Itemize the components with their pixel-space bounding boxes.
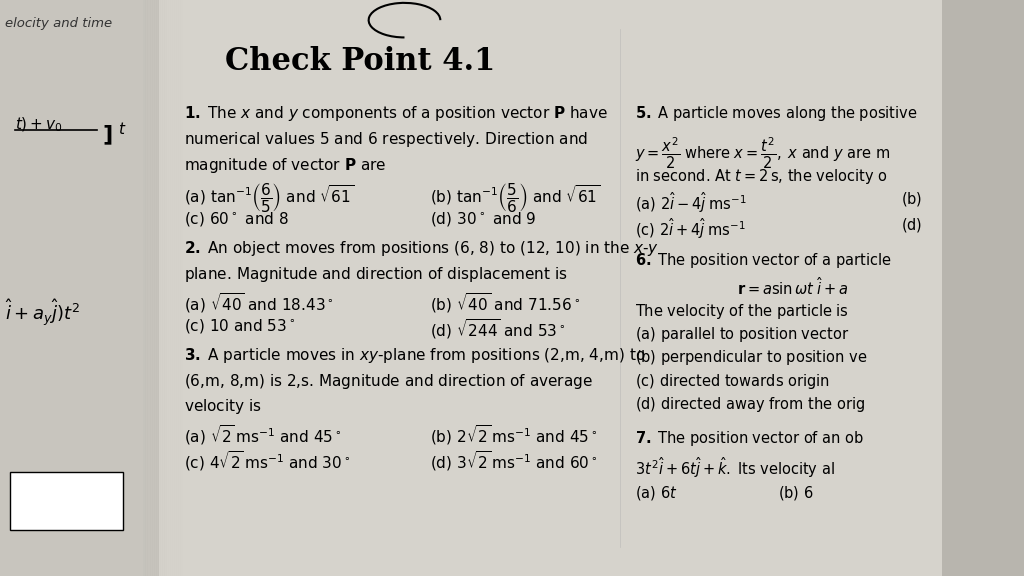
Text: $\text{(a) }\sqrt{40}\text{ and }18.43^\circ$: $\text{(a) }\sqrt{40}\text{ and }18.43^\…	[184, 291, 334, 315]
Text: $\text{(d) }30^\circ\text{ and }9$: $\text{(d) }30^\circ\text{ and }9$	[430, 210, 537, 228]
Text: $\text{(c) }2\hat{i} + 4\hat{j}\;\text{ms}^{-1}$: $\text{(c) }2\hat{i} + 4\hat{j}\;\text{m…	[635, 216, 745, 241]
Text: elocity and time: elocity and time	[5, 17, 113, 31]
Text: $\text{velocity is}$: $\text{velocity is}$	[184, 397, 262, 416]
Text: $\mathbf{r} = a\sin\omega t\;\hat{i} + a$: $\mathbf{r} = a\sin\omega t\;\hat{i} + a…	[737, 276, 849, 298]
Text: $\text{(b) perpendicular to position ve}$: $\text{(b) perpendicular to position ve}…	[635, 348, 867, 367]
Text: $\text{plane. Magnitude and direction of displacement is}$: $\text{plane. Magnitude and direction of…	[184, 265, 568, 284]
Text: $\text{(d) }\sqrt{244}\text{ and }53^\circ$: $\text{(d) }\sqrt{244}\text{ and }53^\ci…	[430, 317, 566, 341]
Text: $\text{(b) }\tan^{-1}\!\left(\dfrac{5}{6}\right)\text{ and }\sqrt{61}$: $\text{(b) }\tan^{-1}\!\left(\dfrac{5}{6…	[430, 181, 600, 214]
Text: $\text{(c) }4\sqrt{2}\,\text{ms}^{-1}\text{ and }30^\circ$: $\text{(c) }4\sqrt{2}\,\text{ms}^{-1}\te…	[184, 449, 350, 473]
Text: $\hat{i} + a_y\hat{j})t^2$: $\hat{i} + a_y\hat{j})t^2$	[5, 297, 80, 328]
Text: $\mathbf{1.}\;\text{The }x\text{ and }y\text{ components of a position vector }\: $\mathbf{1.}\;\text{The }x\text{ and }y\…	[184, 104, 608, 123]
Text: $\text{(c) directed towards origin}$: $\text{(c) directed towards origin}$	[635, 372, 829, 391]
Text: $y = \dfrac{x^2}{2}\;\text{where }x = \dfrac{t^2}{2},\;x\text{ and }y\text{ are : $y = \dfrac{x^2}{2}\;\text{where }x = \d…	[635, 135, 890, 170]
FancyBboxPatch shape	[942, 0, 1024, 576]
Text: $\mathbf{2.}\;\text{An object moves from positions (6, 8) to (12, 10) in the }x\: $\mathbf{2.}\;\text{An object moves from…	[184, 239, 659, 258]
Text: $\text{The velocity of the particle is}$: $\text{The velocity of the particle is}$	[635, 302, 849, 321]
Text: $\text{(a) parallel to position vector}$: $\text{(a) parallel to position vector}$	[635, 325, 849, 344]
Text: $\mathbf{7.}\;\text{The position vector of an ob}$: $\mathbf{7.}\;\text{The position vector …	[635, 429, 864, 448]
Text: $t$: $t$	[118, 121, 126, 137]
Text: $\text{(d) directed away from the orig}$: $\text{(d) directed away from the orig}$	[635, 395, 865, 414]
Text: $\text{(b) }6$: $\text{(b) }6$	[778, 484, 814, 502]
Text: $\text{(6\,m, 8\,m) is 2\,s. Magnitude and direction of average}$: $\text{(6\,m, 8\,m) is 2\,s. Magnitude a…	[184, 372, 593, 391]
FancyBboxPatch shape	[0, 0, 159, 576]
FancyBboxPatch shape	[10, 472, 123, 530]
Text: $\text{(b) }2\sqrt{2}\,\text{ms}^{-1}\text{ and }45^\circ$: $\text{(b) }2\sqrt{2}\,\text{ms}^{-1}\te…	[430, 423, 598, 448]
Text: $\text{(a) }\tan^{-1}\!\left(\dfrac{6}{5}\right)\text{ and }\sqrt{61}$: $\text{(a) }\tan^{-1}\!\left(\dfrac{6}{5…	[184, 181, 354, 214]
Text: $\text{(a) }2\hat{i} - 4\hat{j}\;\text{ms}^{-1}$: $\text{(a) }2\hat{i} - 4\hat{j}\;\text{m…	[635, 190, 746, 215]
Text: $\text{(c) }60^\circ\text{ and }8$: $\text{(c) }60^\circ\text{ and }8$	[184, 210, 289, 228]
Text: $\text{(c) }10\text{ and }53^\circ$: $\text{(c) }10\text{ and }53^\circ$	[184, 317, 296, 335]
Text: xis: xis	[36, 487, 57, 501]
Text: $\text{numerical values 5 and 6 respectively. Direction and}$: $\text{numerical values 5 and 6 respecti…	[184, 130, 589, 149]
Text: $\text{(d)}$: $\text{(d)}$	[901, 216, 923, 234]
Text: $\text{(b) }\sqrt{40}\text{ and }71.56^\circ$: $\text{(b) }\sqrt{40}\text{ and }71.56^\…	[430, 291, 581, 315]
Text: $\mathbf{3.}\;\text{A particle moves in }xy\text{-plane from positions (2\,m, 4\: $\mathbf{3.}\;\text{A particle moves in …	[184, 346, 646, 365]
Text: Check Point 4.1: Check Point 4.1	[225, 46, 496, 77]
Text: $t) + v_0$: $t) + v_0$	[15, 115, 63, 134]
Text: $\text{magnitude of vector }\mathbf{P}\text{ are}$: $\text{magnitude of vector }\mathbf{P}\t…	[184, 156, 387, 175]
Text: $\text{(b)}$: $\text{(b)}$	[901, 190, 923, 208]
Text: $\mathbf{]}$: $\mathbf{]}$	[102, 124, 113, 147]
Text: $\text{in second. At }t = 2\,\text{s, the velocity o}$: $\text{in second. At }t = 2\,\text{s, th…	[635, 167, 888, 186]
Text: $\text{(a) }\sqrt{2}\,\text{ms}^{-1}\text{ and }45^\circ$: $\text{(a) }\sqrt{2}\,\text{ms}^{-1}\tex…	[184, 423, 342, 448]
Text: $\text{(a) }6t$: $\text{(a) }6t$	[635, 484, 678, 502]
Text: $\mathbf{6.}\;\text{The position vector of a particle}$: $\mathbf{6.}\;\text{The position vector …	[635, 251, 892, 270]
Text: $\mathbf{5.}\;\text{A particle moves along the positive}$: $\mathbf{5.}\;\text{A particle moves alo…	[635, 104, 918, 123]
Text: $3t^2\hat{i} + 6t\hat{j} + \hat{k}.\;\text{Its velocity al}$: $3t^2\hat{i} + 6t\hat{j} + \hat{k}.\;\te…	[635, 455, 835, 480]
Text: $\text{(d) }3\sqrt{2}\,\text{ms}^{-1}\text{ and }60^\circ$: $\text{(d) }3\sqrt{2}\,\text{ms}^{-1}\te…	[430, 449, 598, 473]
